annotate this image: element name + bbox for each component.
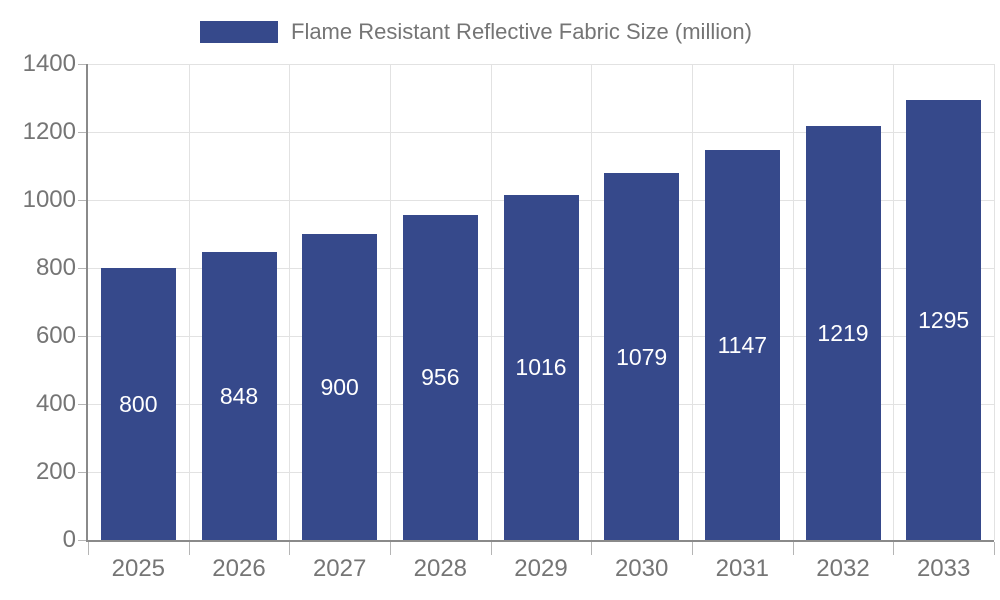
y-tick <box>78 268 86 269</box>
x-tick <box>692 542 693 555</box>
bar-value-label: 848 <box>219 382 259 409</box>
x-axis-line <box>86 540 994 542</box>
bar-value-label: 956 <box>421 364 460 391</box>
bar-value-label: 1016 <box>515 354 567 381</box>
x-gridline <box>289 64 290 540</box>
bar <box>704 150 780 540</box>
y-axis-line <box>86 64 88 542</box>
x-gridline <box>893 64 894 540</box>
y-tick <box>78 540 86 541</box>
bar-value-label: 900 <box>320 374 359 400</box>
x-tick <box>289 542 290 555</box>
x-gridline <box>491 64 492 540</box>
x-tick <box>793 542 794 555</box>
bar <box>805 125 881 540</box>
bar-value-label: 1219 <box>817 319 869 346</box>
bar <box>201 251 277 540</box>
legend: Flame Resistant Reflective Fabric Size (… <box>200 17 752 47</box>
x-tick <box>189 542 190 555</box>
plot-area: 800 848 900 956 1016 1079 1147 1219 1295 <box>78 64 995 555</box>
x-tick <box>88 542 89 555</box>
bar-value-label: 1295 <box>918 306 970 333</box>
y-gridline <box>88 64 994 65</box>
bar-value-label: 1147 <box>717 332 768 358</box>
y-tick <box>78 336 86 337</box>
y-tick-label: 800 <box>35 254 76 281</box>
y-tick-label: 1200 <box>22 118 76 145</box>
y-tick-label: 600 <box>35 322 76 349</box>
y-tick-label: 1400 <box>22 50 76 77</box>
y-tick-label: 200 <box>35 458 76 485</box>
y-gridline <box>88 132 994 133</box>
x-tick-label: 2030 <box>614 555 669 582</box>
bar <box>100 268 176 540</box>
x-gridline <box>591 64 592 540</box>
x-tick <box>994 542 995 555</box>
bar <box>402 214 478 540</box>
x-gridline <box>390 64 391 540</box>
y-tick-label: 1000 <box>22 186 76 213</box>
y-tick <box>78 404 86 405</box>
legend-label: Flame Resistant Reflective Fabric Size (… <box>291 19 752 44</box>
x-tick <box>591 542 592 555</box>
bar <box>503 194 579 540</box>
x-tick <box>491 542 492 555</box>
x-tick-label: 2029 <box>514 555 568 582</box>
x-tick-label: 2031 <box>715 555 770 582</box>
x-tick-label: 2027 <box>312 555 367 582</box>
x-gridline <box>189 64 190 540</box>
x-tick-label: 2033 <box>916 555 971 582</box>
x-tick-label: 2028 <box>413 555 468 582</box>
y-tick <box>78 132 86 133</box>
x-tick <box>390 542 391 555</box>
y-tick-label: 0 <box>62 526 76 553</box>
bar <box>604 173 680 540</box>
x-gridline <box>793 64 794 540</box>
y-tick <box>78 472 86 473</box>
x-tick-label: 2026 <box>212 555 266 582</box>
legend-swatch <box>200 21 278 43</box>
y-tick-label: 400 <box>35 390 76 417</box>
x-tick-label: 2025 <box>111 555 166 582</box>
y-tick <box>78 64 86 65</box>
x-tick-label: 2032 <box>816 555 870 582</box>
bar-value-label: 800 <box>119 391 158 417</box>
x-tick <box>893 542 894 555</box>
y-tick <box>78 200 86 201</box>
bar-value-label: 1079 <box>616 343 668 370</box>
bar <box>302 234 378 540</box>
bar <box>906 99 982 540</box>
x-gridline <box>994 64 995 540</box>
x-gridline <box>692 64 693 540</box>
